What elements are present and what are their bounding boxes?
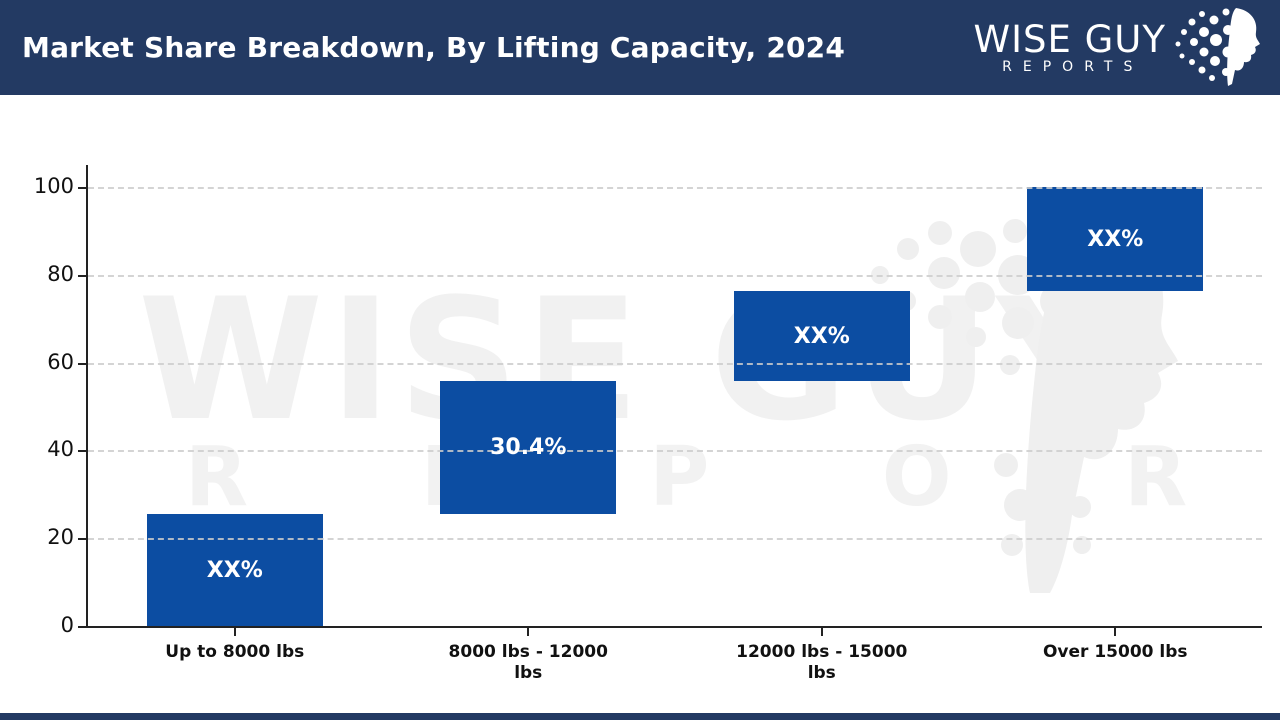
bar-value-label: 30.4% xyxy=(490,434,567,460)
plot-area: 0 20 40 60 80 100 XX% Up to 8000 lbs 30.4% 8000 l… xyxy=(0,95,1280,713)
y-tick-mark xyxy=(78,626,86,628)
watermark-dotted-face-icon xyxy=(871,219,1178,593)
bar-value-label: XX% xyxy=(793,323,850,349)
bar xyxy=(1027,187,1204,292)
logo-subtitle: REPORTS xyxy=(1002,59,1144,75)
y-tick-mark xyxy=(78,362,86,365)
x-category-label: Up to 8000 lbs xyxy=(165,642,305,662)
y-tick-mark xyxy=(78,187,86,189)
y-tick-label: 20 xyxy=(47,525,74,550)
dotted-face-icon xyxy=(1175,7,1260,86)
y-tick-mark xyxy=(78,450,86,453)
x-category-label: 12000 lbs - 15000 lbs xyxy=(736,642,908,684)
logo-text: WISE GUY REPORTS xyxy=(974,21,1166,74)
logo-wordmark: WISE GUY xyxy=(973,18,1166,61)
bar xyxy=(733,291,910,381)
x-tick-mark xyxy=(527,628,530,636)
page-title: Market Share Breakdown, By Lifting Capac… xyxy=(22,31,846,64)
bar-value-label: XX% xyxy=(1087,226,1144,252)
header: Market Share Breakdown, By Lifting Capac… xyxy=(0,0,1280,95)
bar xyxy=(146,514,323,626)
footer-accent-bar xyxy=(0,713,1280,720)
gridline xyxy=(88,274,1262,277)
x-tick-mark xyxy=(820,628,823,636)
x-tick-mark xyxy=(1114,628,1117,636)
bar-value-label: XX% xyxy=(206,557,263,583)
y-tick-label: 0 xyxy=(60,613,74,637)
y-tick-mark xyxy=(78,538,86,541)
y-tick-label: 80 xyxy=(47,261,74,286)
gridline xyxy=(88,187,1262,189)
x-tick-mark xyxy=(233,628,236,636)
y-tick-label: 60 xyxy=(47,349,74,374)
y-tick-label: 40 xyxy=(47,437,74,462)
x-axis-line xyxy=(86,626,1262,628)
gridline xyxy=(88,362,1262,365)
x-category-label: 8000 lbs - 12000 lbs xyxy=(448,642,608,684)
x-category-label: Over 15000 lbs xyxy=(1042,642,1188,662)
bar xyxy=(440,380,617,515)
y-tick-mark xyxy=(78,274,86,277)
watermark-wordmark: WISE GUY xyxy=(138,262,1125,458)
wise-guy-reports-logo: WISE GUY REPORTS xyxy=(974,6,1280,90)
y-tick-label: 100 xyxy=(33,174,74,198)
gridline xyxy=(88,538,1262,541)
y-axis-line xyxy=(86,165,88,628)
gridline xyxy=(88,450,1262,453)
